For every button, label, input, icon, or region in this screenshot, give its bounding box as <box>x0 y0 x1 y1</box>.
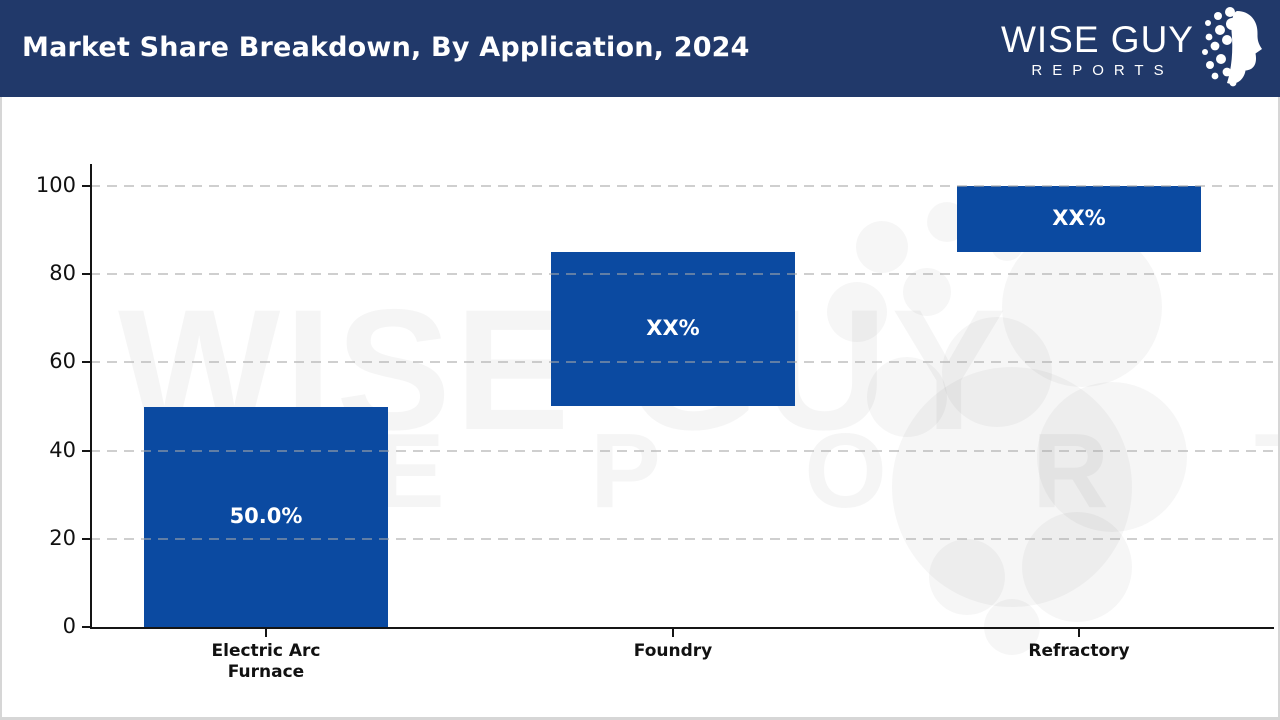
logo-wordmark: WISE GUY <box>1000 19 1194 60</box>
y-axis-tick <box>82 537 90 540</box>
gridline <box>90 449 1274 452</box>
x-axis-tick <box>672 629 674 637</box>
y-axis-tick <box>82 273 90 276</box>
logo-subtitle: REPORTS <box>1031 62 1174 79</box>
logo-head-icon <box>1202 6 1262 86</box>
header: Market Share Breakdown, By Application, … <box>0 0 1280 97</box>
gridline <box>90 273 1274 276</box>
logo-text: WISE GUY REPORTS <box>1001 21 1194 78</box>
watermark-head-dots <box>827 202 1187 655</box>
gridline <box>90 361 1274 364</box>
gridline <box>90 537 1274 540</box>
y-axis-tick <box>82 626 90 628</box>
y-axis-tick-label: 100 <box>35 173 76 197</box>
bar-segment: XX% <box>957 186 1201 253</box>
y-axis-tick-label: 60 <box>49 349 76 374</box>
wiseguy-logo: WISE GUY REPORTS <box>1001 6 1266 92</box>
category-label: Foundry <box>633 641 713 661</box>
page-title: Market Share Breakdown, By Application, … <box>22 32 750 63</box>
y-axis-tick-label: 0 <box>62 614 76 638</box>
y-axis-tick-label: 40 <box>49 437 76 462</box>
bar-value-label: XX% <box>646 316 700 341</box>
bar-segment: 50.0% <box>144 406 388 627</box>
y-axis-tick-label: 20 <box>49 525 76 550</box>
y-axis-tick-label: 80 <box>49 261 76 286</box>
x-axis-tick <box>265 629 267 637</box>
x-axis-tick <box>1078 629 1080 637</box>
y-axis-line <box>90 164 92 629</box>
chart-area: WISE GUY R E P O R T S 50.0%XX%XX%020406… <box>2 97 1278 717</box>
y-axis-tick <box>82 449 90 452</box>
x-axis-line <box>90 627 1274 629</box>
category-label: Electric Arc Furnace <box>211 641 321 682</box>
bar-value-label: 50.0% <box>229 503 303 528</box>
y-axis-tick <box>82 185 90 187</box>
bar-segment: XX% <box>551 252 795 407</box>
bar-value-label: XX% <box>1052 206 1106 231</box>
category-label: Refractory <box>1028 641 1130 661</box>
y-axis-tick <box>82 361 90 364</box>
gridline <box>90 185 1274 187</box>
